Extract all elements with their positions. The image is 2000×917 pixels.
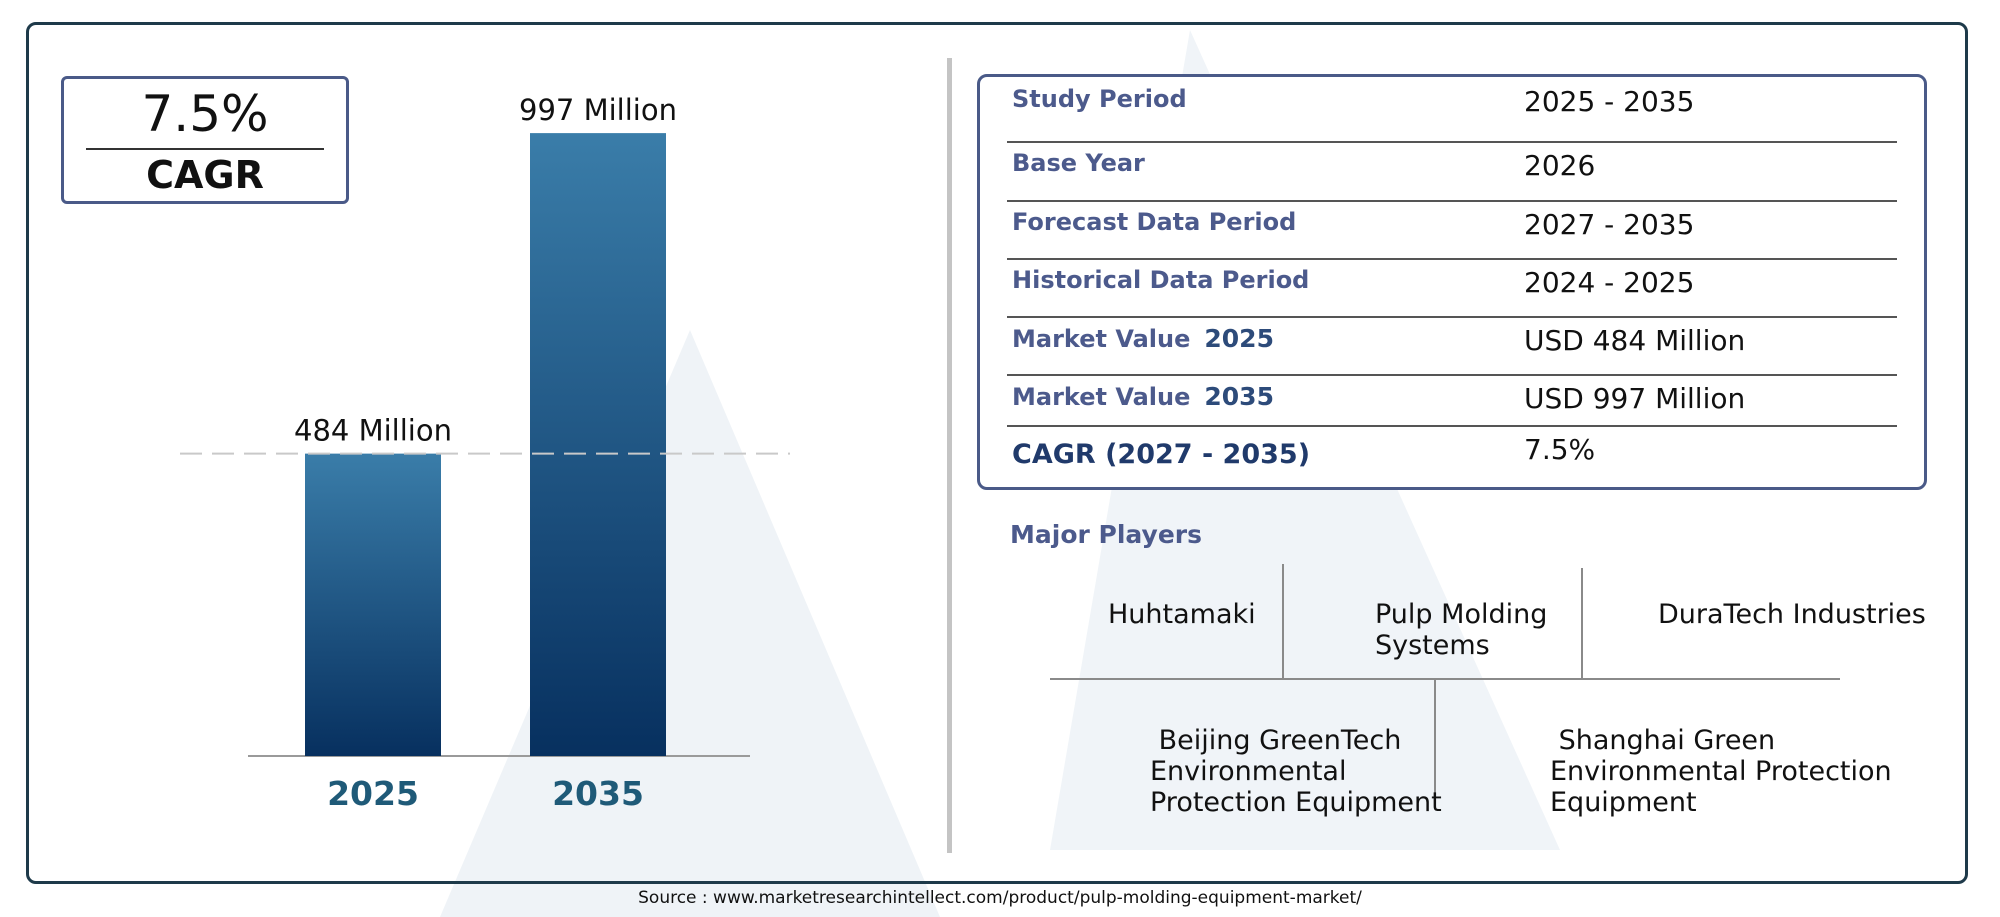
data-label: 484 Million xyxy=(294,414,452,448)
cagr-summary-box: 7.5% CAGR xyxy=(61,76,349,204)
info-key: Market Value 2035 xyxy=(1012,382,1274,411)
infographic-frame xyxy=(26,22,1968,884)
info-key: Market Value 2025 xyxy=(1012,324,1274,353)
player-name: Shanghai Green Environmental Protection … xyxy=(1550,725,1892,818)
info-key-year: 2025 xyxy=(1204,324,1274,353)
players-divider xyxy=(1581,568,1583,678)
info-value: 2026 xyxy=(1524,149,1596,182)
x-tick-label: 2035 xyxy=(552,774,644,813)
info-row-historical-period: Historical Data Period 2024 - 2025 xyxy=(1007,258,1897,318)
info-row-forecast-period: Forecast Data Period 2027 - 2035 xyxy=(1007,200,1897,260)
bar-2035 xyxy=(530,133,666,757)
info-row-base-year: Base Year 2026 xyxy=(1007,141,1897,202)
player-name: DuraTech Industries xyxy=(1658,599,1926,630)
info-value: 7.5% xyxy=(1524,433,1596,466)
cagr-divider xyxy=(86,148,324,150)
info-key: Study Period xyxy=(1012,85,1187,113)
data-label: 997 Million xyxy=(519,93,677,127)
player-name: Beijing GreenTech Environmental Protecti… xyxy=(1150,725,1442,818)
info-row-market-value-2025: Market Value 2025 USD 484 Million xyxy=(1007,316,1897,376)
panel-divider xyxy=(947,58,952,853)
market-size-bar-chart: 484 Million 2025 997 Million 2035 xyxy=(180,93,790,813)
source-citation: Source : www.marketresearchintellect.com… xyxy=(638,888,1362,908)
cagr-value: 7.5% xyxy=(141,85,269,143)
player-name: Pulp Molding Systems xyxy=(1375,599,1548,661)
x-tick-label: 2025 xyxy=(327,774,419,813)
players-divider xyxy=(1434,680,1436,807)
info-value: 2027 - 2035 xyxy=(1524,208,1695,241)
info-key: CAGR (2027 - 2035) xyxy=(1012,439,1311,470)
info-value: 2024 - 2025 xyxy=(1524,266,1695,299)
info-value: USD 484 Million xyxy=(1524,324,1746,357)
market-info-table: Study Period 2025 - 2035 Base Year 2026 … xyxy=(977,74,1927,490)
info-key: Historical Data Period xyxy=(1012,266,1310,294)
info-key-text: Market Value xyxy=(1012,325,1191,353)
info-value: 2025 - 2035 xyxy=(1524,85,1695,118)
player-name: Huhtamaki xyxy=(1108,599,1256,630)
info-key: Base Year xyxy=(1012,149,1145,177)
info-row-market-value-2035: Market Value 2035 USD 997 Million xyxy=(1007,374,1897,427)
info-value: USD 997 Million xyxy=(1524,382,1746,415)
info-key-text: Market Value xyxy=(1012,383,1191,411)
info-key: Forecast Data Period xyxy=(1012,208,1297,236)
info-row-cagr: CAGR (2027 - 2035) 7.5% xyxy=(1007,425,1897,487)
info-key-year: 2035 xyxy=(1204,382,1274,411)
info-row-study-period: Study Period 2025 - 2035 xyxy=(1007,77,1897,143)
cagr-label: CAGR xyxy=(146,153,264,197)
major-players-heading: Major Players xyxy=(1010,520,1202,549)
bar-2025 xyxy=(305,453,441,756)
players-divider xyxy=(1282,564,1284,678)
players-divider xyxy=(1050,678,1840,680)
